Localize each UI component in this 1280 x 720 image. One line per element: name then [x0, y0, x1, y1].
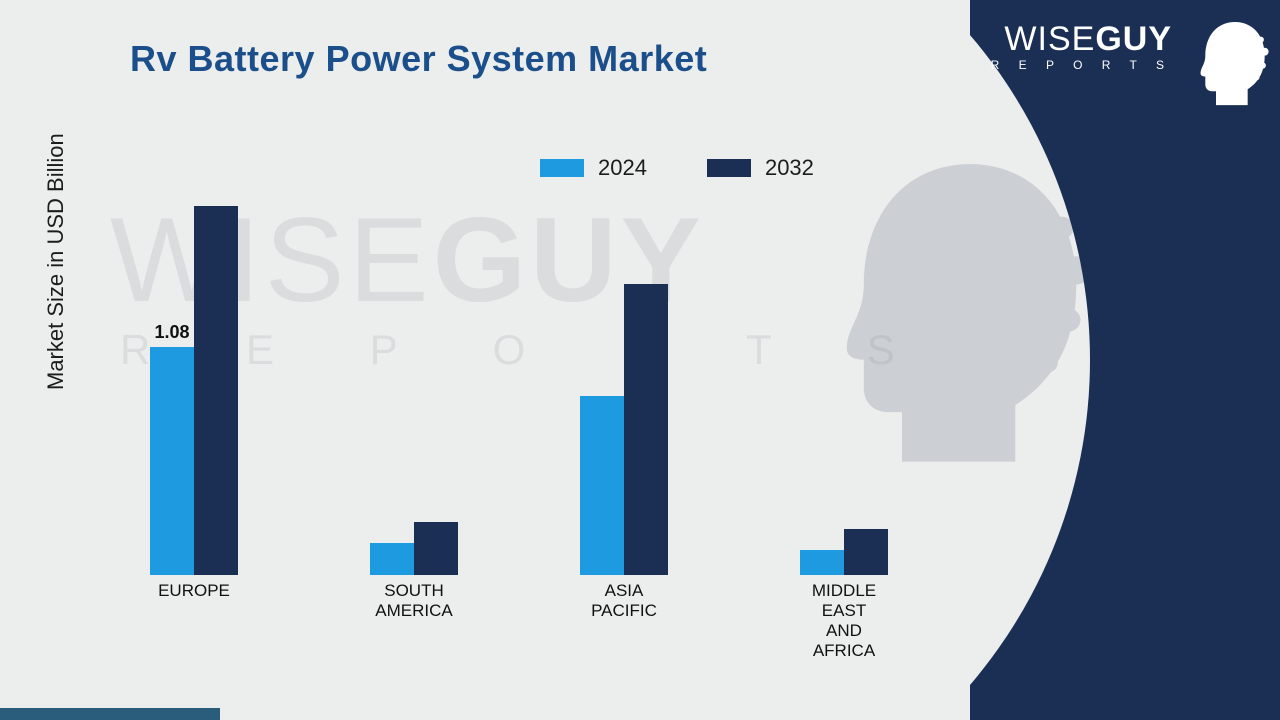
bar-2024	[150, 347, 194, 575]
logo-head-icon	[1190, 18, 1280, 113]
bottom-accent-bar	[0, 708, 220, 720]
legend-label-2024: 2024	[598, 155, 647, 181]
category-label: SOUTH AMERICA	[334, 581, 494, 621]
brand-logo: WISEGUY R E P O R T S	[991, 22, 1172, 72]
legend-item-2024: 2024	[540, 155, 647, 181]
chart-title: Rv Battery Power System Market	[130, 38, 707, 80]
legend-swatch-2024	[540, 159, 584, 177]
logo-main: WISE	[1004, 20, 1095, 58]
logo-sub: R E P O R T S	[991, 58, 1172, 72]
bar-value-label: 1.08	[150, 322, 194, 343]
chart-area: 1.08EUROPESOUTH AMERICAASIA PACIFICMIDDL…	[110, 195, 950, 575]
bar-2032	[844, 529, 888, 575]
bar-group	[800, 195, 920, 575]
legend-swatch-2032	[707, 159, 751, 177]
bar-2032	[624, 284, 668, 575]
category-label: EUROPE	[114, 581, 274, 601]
legend-label-2032: 2032	[765, 155, 814, 181]
category-label: ASIA PACIFIC	[544, 581, 704, 621]
bar-group: 1.08	[150, 195, 270, 575]
stage: WISEGUY R E P O R T S Rv Battery Power S…	[0, 0, 1280, 720]
category-label: MIDDLE EAST AND AFRICA	[764, 581, 924, 661]
bar-2024	[800, 550, 844, 575]
bar-group	[580, 195, 700, 575]
bar-2024	[370, 543, 414, 575]
bar-2032	[414, 522, 458, 575]
bar-2032	[194, 206, 238, 575]
bar-2024	[580, 396, 624, 575]
bar-group	[370, 195, 490, 575]
legend: 2024 2032	[540, 155, 814, 181]
logo-bold: GUY	[1095, 20, 1172, 58]
legend-item-2032: 2032	[707, 155, 814, 181]
y-axis-label: Market Size in USD Billion	[43, 133, 69, 390]
